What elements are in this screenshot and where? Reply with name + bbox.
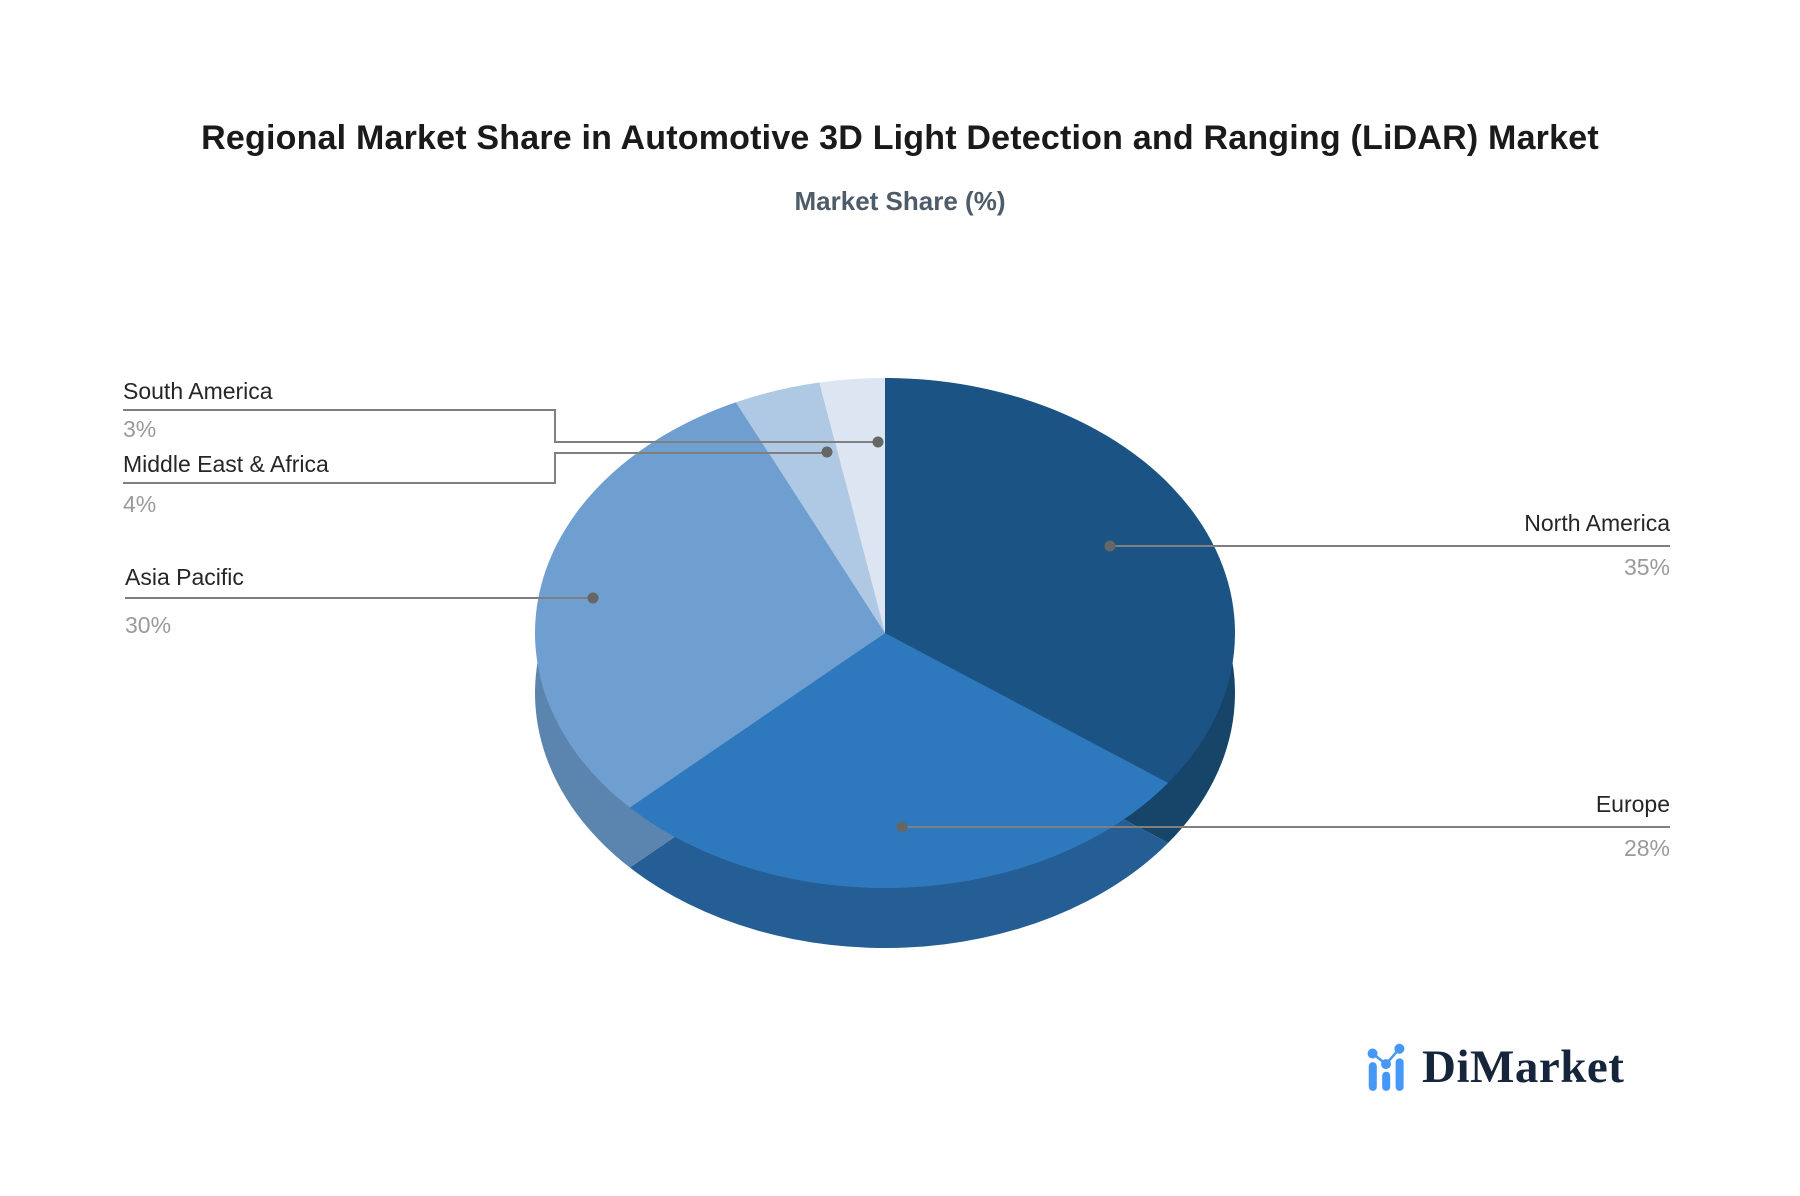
leader-line-middle-east-africa — [123, 452, 827, 484]
value-north-america: 35% — [1623, 554, 1670, 580]
value-middle-east-africa: 4% — [123, 491, 157, 517]
brand-logo-text: DiMarket — [1422, 1041, 1625, 1093]
chart-title: Regional Market Share in Automotive 3D L… — [201, 119, 1599, 157]
label-south-america: South America — [123, 378, 273, 404]
pie-slice-asia-pacific — [535, 402, 885, 808]
pie-slice-north-america — [885, 378, 1236, 783]
label-middle-east-africa: Middle East & Africa — [123, 451, 329, 477]
brand-logo: DiMarket — [1363, 1038, 1624, 1092]
leader-dot-asia-pacific — [587, 592, 599, 604]
leader-dot-middle-east-africa — [821, 446, 833, 458]
leader-line-south-america — [123, 409, 878, 443]
value-europe: 28% — [1623, 835, 1670, 861]
leader-dot-south-america — [872, 436, 884, 448]
label-north-america: North America — [1524, 510, 1670, 536]
chart-subtitle: Market Share (%) — [794, 186, 1006, 216]
leader-dot-europe — [896, 821, 908, 833]
label-europe: Europe — [1595, 791, 1670, 817]
leader-dot-north-america — [1104, 540, 1116, 552]
bar-line-chart-icon — [1367, 1043, 1405, 1091]
value-south-america: 3% — [123, 416, 157, 442]
pie-slice-middle-east-africa — [735, 382, 885, 633]
pie-slice-europe — [629, 633, 1169, 889]
label-asia-pacific: Asia Pacific — [125, 564, 244, 590]
value-asia-pacific: 30% — [125, 612, 172, 638]
